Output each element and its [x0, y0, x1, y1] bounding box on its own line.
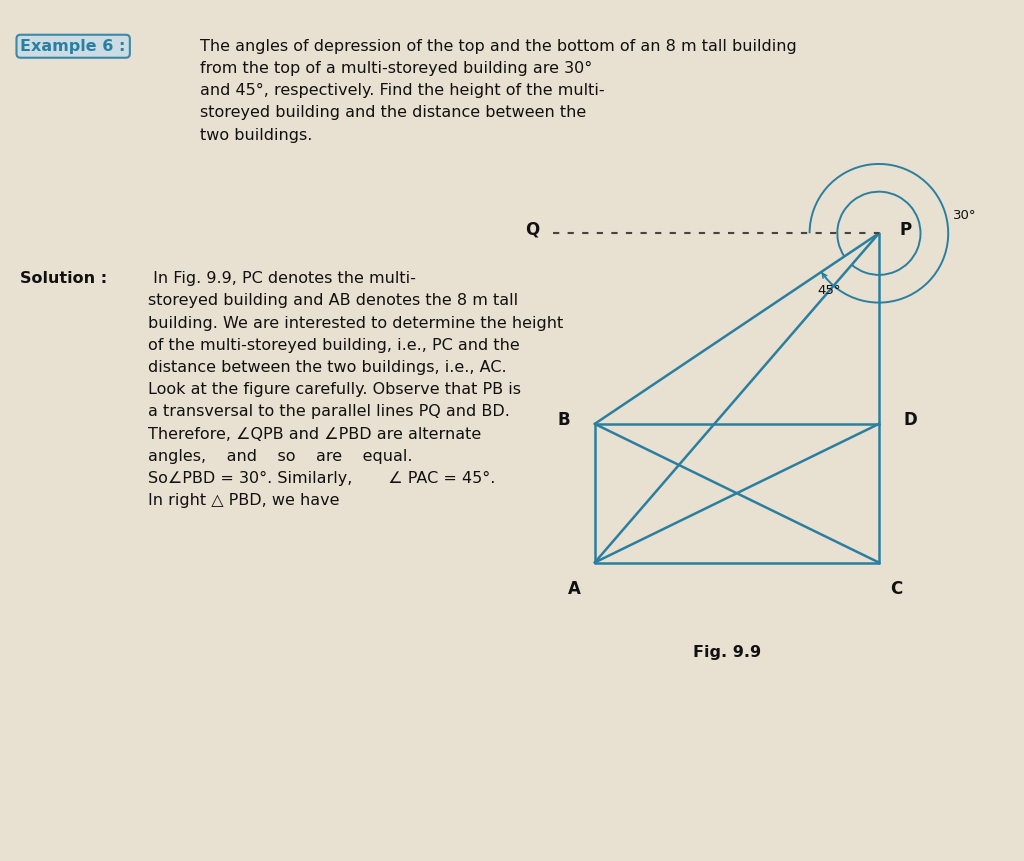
Text: Q: Q — [525, 220, 540, 238]
Text: Example 6 :: Example 6 : — [20, 39, 126, 53]
Text: 45°: 45° — [818, 284, 842, 297]
Text: C: C — [890, 579, 902, 598]
Text: The angles of depression of the top and the bottom of an 8 m tall building
from : The angles of depression of the top and … — [200, 39, 797, 143]
Text: Fig. 9.9: Fig. 9.9 — [693, 645, 762, 660]
Text: In Fig. 9.9, PC denotes the multi-
storeyed building and AB denotes the 8 m tall: In Fig. 9.9, PC denotes the multi- store… — [148, 271, 564, 508]
Text: D: D — [903, 412, 916, 430]
Text: 30°: 30° — [953, 209, 977, 222]
Text: Solution :: Solution : — [20, 271, 108, 286]
Text: A: A — [567, 579, 581, 598]
Text: P: P — [900, 220, 911, 238]
Text: B: B — [558, 412, 570, 430]
